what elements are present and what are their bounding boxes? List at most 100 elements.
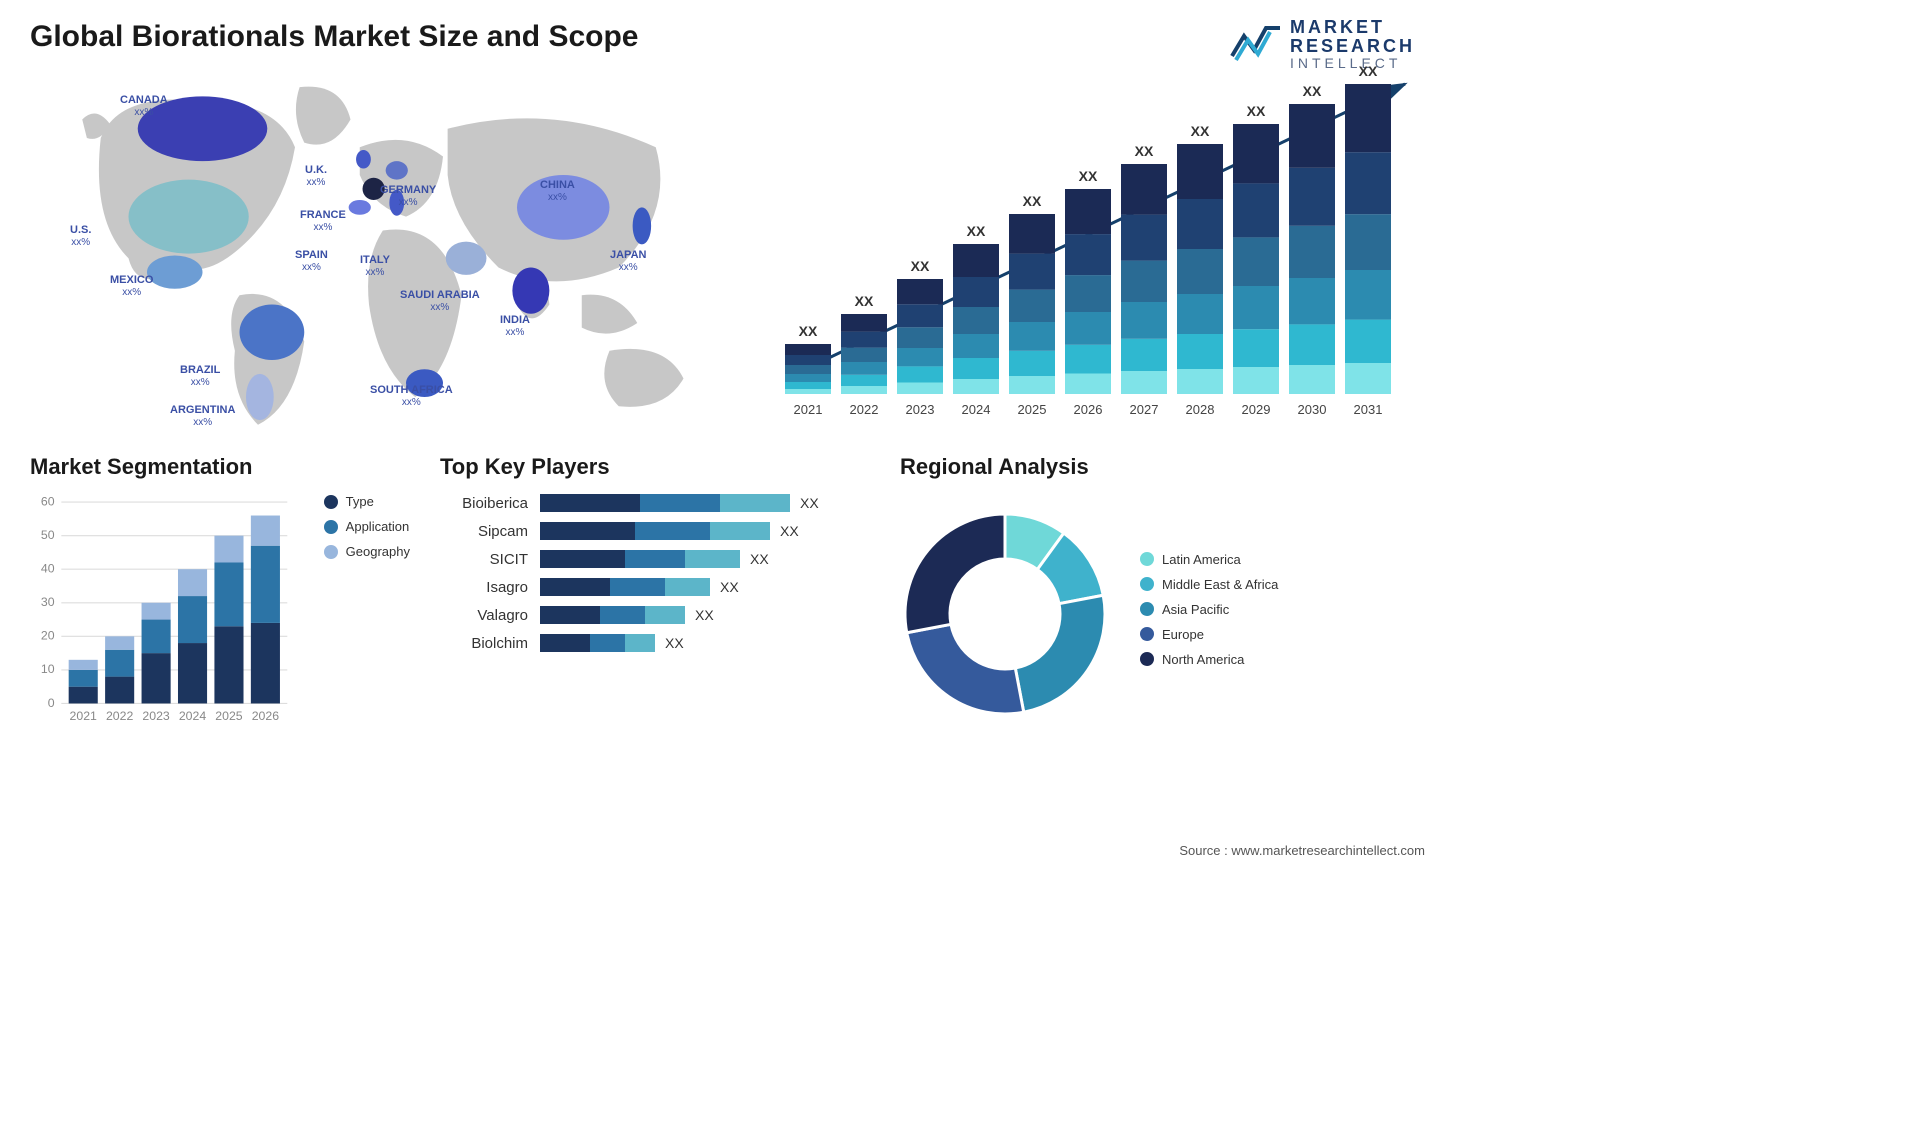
players-panel: Top Key Players BioibericaXXSipcamXXSICI…	[440, 454, 870, 734]
logo-line2: RESEARCH	[1290, 37, 1415, 56]
player-value: XX	[800, 495, 819, 511]
legend-swatch-icon	[1140, 602, 1154, 616]
legend-swatch-icon	[324, 495, 338, 509]
player-row: Bioiberica XX	[440, 494, 870, 512]
svg-text:2026: 2026	[252, 709, 280, 723]
legend-item: Application	[324, 519, 410, 534]
svg-text:XX: XX	[1023, 193, 1042, 209]
legend-label: Application	[346, 519, 410, 534]
segmentation-panel: Market Segmentation 01020304050602021202…	[30, 454, 410, 734]
player-row: Isagro XX	[440, 578, 870, 596]
growth-chart-panel: XX 2021 XX 2022 XX 2023 XX 2024 XX 2025 XX 2026 XX 20…	[765, 64, 1425, 434]
svg-text:2021: 2021	[794, 402, 823, 417]
regional-donut-chart	[900, 509, 1110, 719]
legend-item: Europe	[1140, 627, 1278, 642]
player-value: XX	[780, 523, 799, 539]
player-name: Sipcam	[440, 523, 540, 540]
legend-swatch-icon	[1140, 552, 1154, 566]
logo-line1: MARKET	[1290, 18, 1415, 37]
player-bar	[540, 522, 770, 540]
country-label: INDIAxx%	[500, 314, 530, 338]
country-label: MEXICOxx%	[110, 274, 153, 298]
regional-title: Regional Analysis	[900, 454, 1425, 480]
svg-text:2023: 2023	[142, 709, 170, 723]
legend-item: Asia Pacific	[1140, 602, 1278, 617]
legend-item: Geography	[324, 544, 410, 559]
country-label: SOUTH AFRICAxx%	[370, 384, 453, 408]
country-label: SAUDI ARABIAxx%	[400, 289, 480, 313]
svg-text:2025: 2025	[215, 709, 243, 723]
segmentation-title: Market Segmentation	[30, 454, 410, 480]
segmentation-legend: Type Application Geography	[324, 494, 410, 745]
player-name: Valagro	[440, 607, 540, 624]
svg-text:XX: XX	[1247, 103, 1266, 119]
svg-text:2024: 2024	[179, 709, 207, 723]
logo-mark-icon	[1230, 24, 1282, 64]
svg-text:50: 50	[41, 528, 55, 542]
svg-text:0: 0	[48, 696, 55, 710]
svg-text:XX: XX	[1191, 123, 1210, 139]
player-row: ValagroXX	[440, 606, 870, 624]
svg-text:2024: 2024	[962, 402, 991, 417]
player-name: Bioiberica	[440, 495, 540, 512]
svg-text:60: 60	[41, 494, 55, 508]
country-label: ARGENTINAxx%	[170, 404, 235, 428]
svg-text:2030: 2030	[1298, 402, 1327, 417]
source-text: Source : www.marketresearchintellect.com	[1179, 843, 1425, 858]
svg-text:10: 10	[41, 662, 55, 676]
svg-text:30: 30	[41, 595, 55, 609]
player-value: XX	[720, 579, 739, 595]
country-label: BRAZILxx%	[180, 364, 220, 388]
svg-text:2031: 2031	[1354, 402, 1383, 417]
legend-item: Type	[324, 494, 410, 509]
regional-legend: Latin America Middle East & Africa Asia Pa…	[1140, 552, 1278, 677]
legend-swatch-icon	[324, 520, 338, 534]
legend-swatch-icon	[1140, 577, 1154, 591]
player-value: XX	[750, 551, 769, 567]
country-label: CANADAxx%	[120, 94, 168, 118]
country-label: U.S.xx%	[70, 224, 91, 248]
player-bar	[540, 494, 790, 512]
svg-text:2025: 2025	[1018, 402, 1047, 417]
svg-text:2023: 2023	[906, 402, 935, 417]
legend-label: Europe	[1162, 627, 1204, 642]
player-name: SICIT	[440, 551, 540, 568]
country-label: SPAINxx%	[295, 249, 328, 273]
svg-text:XX: XX	[799, 323, 818, 339]
world-map-panel: CANADAxx% U.S.xx% MEXICOxx% BRAZILxx% ARGENT…	[30, 64, 745, 434]
player-name: Biolchim	[440, 635, 540, 652]
page-title: Global Biorationals Market Size and Scop…	[30, 20, 1425, 54]
legend-swatch-icon	[1140, 627, 1154, 641]
player-row: BiolchimXX	[440, 634, 870, 652]
svg-text:2026: 2026	[1074, 402, 1103, 417]
svg-text:2029: 2029	[1242, 402, 1271, 417]
player-bar	[540, 606, 685, 624]
regional-panel: Regional Analysis Latin America Middle Ea…	[900, 454, 1425, 734]
country-label: ITALYxx%	[360, 254, 390, 278]
player-bar	[540, 634, 655, 652]
players-title: Top Key Players	[440, 454, 870, 480]
player-row: SICIT XX	[440, 550, 870, 568]
svg-text:20: 20	[41, 629, 55, 643]
legend-label: Asia Pacific	[1162, 602, 1229, 617]
svg-text:2027: 2027	[1130, 402, 1159, 417]
player-name: Isagro	[440, 579, 540, 596]
svg-text:2028: 2028	[1186, 402, 1215, 417]
country-label: GERMANYxx%	[380, 184, 436, 208]
svg-text:2021: 2021	[70, 709, 98, 723]
svg-text:XX: XX	[1303, 83, 1322, 99]
legend-label: North America	[1162, 652, 1244, 667]
svg-text:XX: XX	[1359, 64, 1378, 79]
legend-label: Geography	[346, 544, 410, 559]
svg-text:XX: XX	[1079, 168, 1098, 184]
legend-swatch-icon	[1140, 652, 1154, 666]
player-bar	[540, 550, 740, 568]
country-label: U.K.xx%	[305, 164, 327, 188]
player-bar	[540, 578, 710, 596]
player-row: Sipcam XX	[440, 522, 870, 540]
svg-text:2022: 2022	[850, 402, 879, 417]
legend-item: Middle East & Africa	[1140, 577, 1278, 592]
brand-logo: MARKET RESEARCH INTELLECT	[1230, 18, 1415, 70]
legend-label: Latin America	[1162, 552, 1241, 567]
segmentation-bar-chart: 0102030405060202120222023202420252026	[30, 494, 310, 745]
